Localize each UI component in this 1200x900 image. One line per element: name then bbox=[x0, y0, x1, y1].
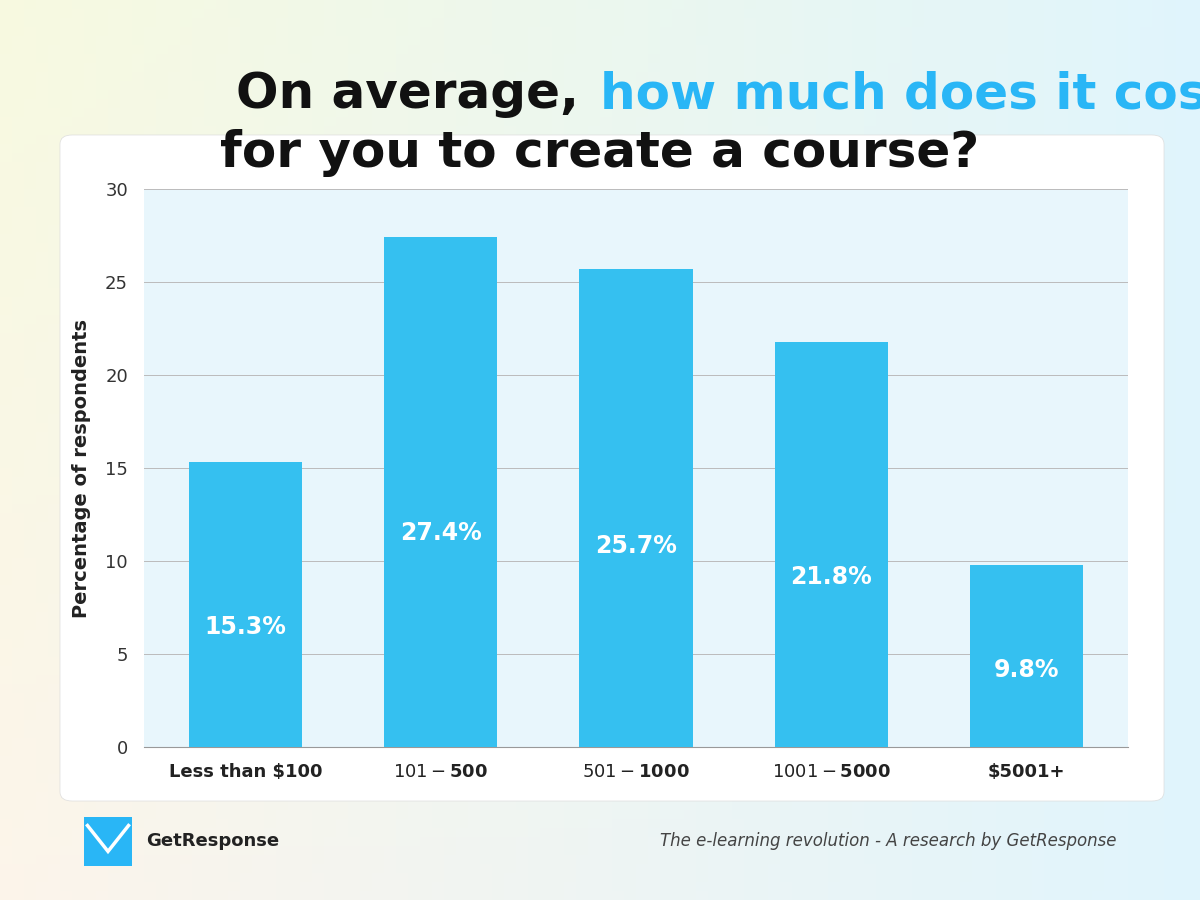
Text: 15.3%: 15.3% bbox=[204, 616, 287, 640]
Text: 25.7%: 25.7% bbox=[595, 535, 677, 558]
Bar bbox=[970, 564, 1084, 747]
Bar bbox=[580, 269, 692, 747]
Text: 27.4%: 27.4% bbox=[400, 521, 481, 545]
Bar bbox=[775, 341, 888, 747]
Text: The e-learning revolution - A research by GetResponse: The e-learning revolution - A research b… bbox=[660, 832, 1116, 850]
Text: On average,: On average, bbox=[236, 70, 596, 119]
Text: how much does it cost: how much does it cost bbox=[600, 70, 1200, 119]
Text: 9.8%: 9.8% bbox=[994, 659, 1060, 682]
Text: 21.8%: 21.8% bbox=[791, 564, 872, 589]
Text: GetResponse: GetResponse bbox=[146, 832, 280, 850]
Bar bbox=[384, 238, 497, 747]
Y-axis label: Percentage of respondents: Percentage of respondents bbox=[72, 319, 91, 617]
Text: for you to create a course?: for you to create a course? bbox=[221, 129, 979, 177]
Bar bbox=[188, 463, 302, 747]
